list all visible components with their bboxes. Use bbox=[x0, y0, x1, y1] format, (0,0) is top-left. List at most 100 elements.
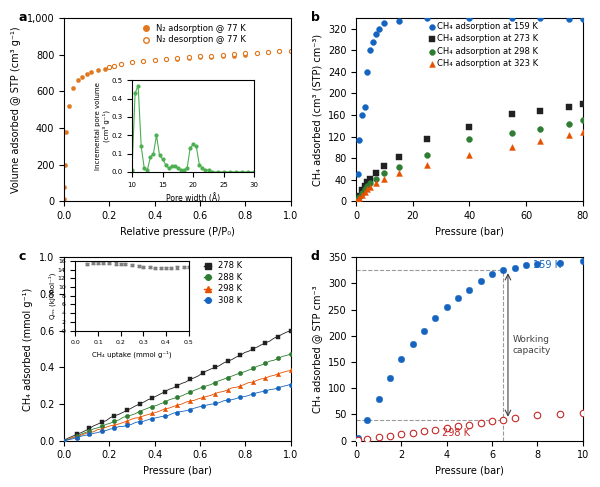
Point bbox=[286, 327, 295, 335]
Point bbox=[223, 386, 233, 393]
CH₄ adsorption at 159 K bbox=[578, 15, 587, 23]
Text: 159 K: 159 K bbox=[533, 260, 561, 270]
Point bbox=[211, 363, 220, 371]
CH₄ adsorption at 298 K bbox=[380, 169, 389, 177]
Point bbox=[59, 437, 69, 445]
Text: b: b bbox=[311, 11, 320, 23]
CH₄ adsorption at 159 K bbox=[535, 14, 545, 22]
Point bbox=[135, 408, 145, 415]
Text: c: c bbox=[19, 250, 26, 263]
Point bbox=[97, 425, 107, 433]
Point bbox=[173, 393, 182, 401]
Point bbox=[260, 339, 270, 347]
Point bbox=[397, 431, 406, 438]
Point bbox=[122, 417, 132, 425]
Point bbox=[286, 366, 295, 374]
CH₄ adsorption at 298 K bbox=[507, 129, 517, 137]
CH₄ adsorption at 323 K bbox=[360, 188, 370, 196]
CH₄ adsorption at 323 K bbox=[380, 175, 389, 183]
Point bbox=[385, 432, 395, 440]
Point bbox=[148, 415, 157, 423]
CH₄ adsorption at 298 K bbox=[357, 189, 367, 197]
Point bbox=[476, 419, 485, 427]
CH₄ adsorption at 273 K bbox=[464, 124, 474, 131]
X-axis label: Relative pressure (P/P₀): Relative pressure (P/P₀) bbox=[120, 226, 235, 237]
CH₄ adsorption at 323 K bbox=[507, 144, 517, 151]
Point bbox=[248, 390, 258, 398]
Point bbox=[135, 413, 145, 421]
CH₄ adsorption at 273 K bbox=[354, 192, 364, 200]
Point bbox=[273, 333, 283, 340]
Point bbox=[148, 394, 157, 402]
Text: a: a bbox=[19, 11, 27, 23]
Point bbox=[499, 266, 508, 274]
Point bbox=[211, 390, 220, 397]
Point bbox=[286, 350, 295, 357]
Point bbox=[85, 427, 94, 435]
Legend: 278 K, 288 K, 298 K, 308 K: 278 K, 288 K, 298 K, 308 K bbox=[204, 262, 242, 305]
CH₄ adsorption at 159 K bbox=[371, 30, 381, 38]
CH₄ adsorption at 159 K bbox=[365, 46, 375, 54]
CH₄ adsorption at 159 K bbox=[422, 14, 432, 22]
Point bbox=[362, 416, 372, 424]
CH₄ adsorption at 273 K bbox=[578, 100, 587, 108]
Point bbox=[555, 259, 565, 266]
Point bbox=[72, 433, 82, 441]
CH₄ adsorption at 273 K bbox=[365, 175, 375, 183]
CH₄ adsorption at 159 K bbox=[354, 136, 364, 144]
CH₄ adsorption at 159 K bbox=[353, 170, 362, 178]
Point bbox=[353, 434, 363, 442]
Point bbox=[59, 437, 69, 445]
Legend: N₂ adsorption @ 77 K, N₂ desorption @ 77 K: N₂ adsorption @ 77 K, N₂ desorption @ 77… bbox=[143, 24, 246, 44]
Point bbox=[431, 426, 440, 433]
Point bbox=[198, 403, 208, 411]
Point bbox=[273, 355, 283, 362]
Point bbox=[442, 303, 452, 311]
CH₄ adsorption at 159 K bbox=[360, 103, 370, 111]
Point bbox=[59, 437, 69, 445]
X-axis label: Pressure (bar): Pressure (bar) bbox=[143, 466, 212, 476]
Point bbox=[260, 359, 270, 367]
CH₄ adsorption at 273 K bbox=[353, 195, 362, 203]
Point bbox=[442, 424, 452, 432]
CH₄ adsorption at 323 K bbox=[578, 129, 587, 136]
Point bbox=[160, 398, 170, 406]
CH₄ adsorption at 323 K bbox=[362, 186, 372, 193]
Point bbox=[148, 409, 157, 417]
Point bbox=[510, 413, 520, 421]
Point bbox=[72, 432, 82, 440]
CH₄ adsorption at 273 K bbox=[352, 197, 361, 205]
CH₄ adsorption at 298 K bbox=[564, 120, 574, 128]
CH₄ adsorption at 298 K bbox=[578, 116, 587, 124]
Point bbox=[260, 387, 270, 395]
Point bbox=[122, 421, 132, 429]
Point bbox=[85, 431, 94, 438]
CH₄ adsorption at 298 K bbox=[352, 197, 361, 205]
Point bbox=[464, 286, 474, 294]
Point bbox=[198, 370, 208, 377]
CH₄ adsorption at 323 K bbox=[353, 196, 362, 204]
CH₄ adsorption at 159 K bbox=[564, 15, 574, 23]
CH₄ adsorption at 298 K bbox=[422, 151, 432, 159]
Text: d: d bbox=[311, 250, 320, 263]
Point bbox=[236, 382, 245, 390]
Point bbox=[148, 403, 157, 411]
Point bbox=[173, 382, 182, 390]
CH₄ adsorption at 159 K bbox=[374, 25, 383, 33]
Point bbox=[211, 399, 220, 407]
CH₄ adsorption at 298 K bbox=[464, 135, 474, 143]
CH₄ adsorption at 323 K bbox=[464, 151, 474, 159]
Point bbox=[487, 270, 497, 278]
Point bbox=[408, 340, 418, 348]
Point bbox=[59, 437, 69, 445]
Point bbox=[185, 406, 195, 413]
Point bbox=[72, 433, 82, 441]
CH₄ adsorption at 298 K bbox=[394, 164, 403, 171]
Point bbox=[198, 383, 208, 391]
Point bbox=[374, 395, 383, 403]
Point bbox=[110, 412, 119, 420]
Point bbox=[273, 370, 283, 378]
Point bbox=[353, 436, 363, 444]
Point bbox=[419, 327, 429, 335]
CH₄ adsorption at 273 K bbox=[360, 182, 370, 190]
